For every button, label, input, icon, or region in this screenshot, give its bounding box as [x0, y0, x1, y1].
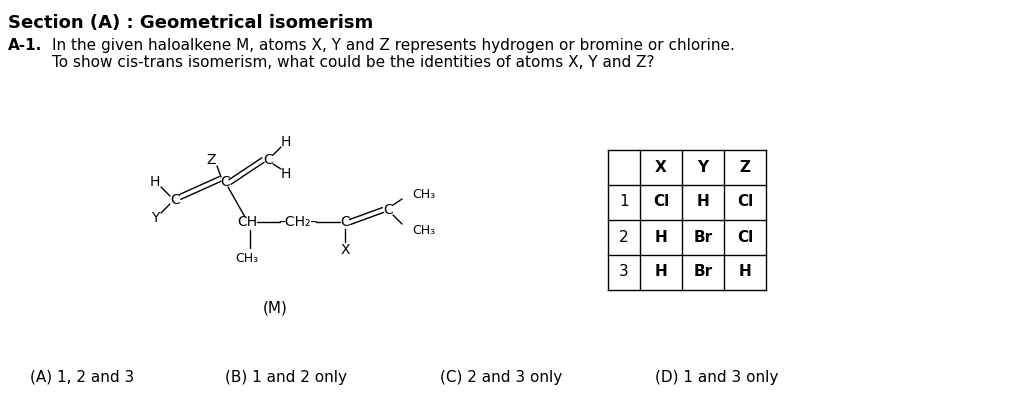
Text: 3: 3 — [620, 265, 629, 280]
Text: Cl: Cl — [737, 194, 753, 210]
Text: Section (A) : Geometrical isomerism: Section (A) : Geometrical isomerism — [8, 14, 374, 32]
Text: Cl: Cl — [737, 229, 753, 244]
Text: CH₃: CH₃ — [412, 187, 435, 200]
Text: H: H — [281, 167, 291, 181]
Text: 2: 2 — [620, 229, 629, 244]
Text: Y: Y — [697, 160, 709, 175]
Text: H: H — [696, 194, 710, 210]
Text: Z: Z — [739, 160, 751, 175]
Text: CH₃: CH₃ — [412, 223, 435, 236]
Text: (A) 1, 2 and 3: (A) 1, 2 and 3 — [30, 370, 134, 385]
Text: H: H — [654, 229, 668, 244]
Text: In the given haloalkene M, atoms X, Y and Z represents hydrogen or bromine or ch: In the given haloalkene M, atoms X, Y an… — [52, 38, 735, 53]
Text: H: H — [738, 265, 752, 280]
Text: Z: Z — [206, 153, 216, 167]
Text: (C) 2 and 3 only: (C) 2 and 3 only — [440, 370, 562, 385]
Text: –CH₂–: –CH₂– — [279, 215, 317, 229]
Text: C: C — [340, 215, 350, 229]
Text: To show cis-trans isomerism, what could be the identities of atoms X, Y and Z?: To show cis-trans isomerism, what could … — [52, 55, 654, 70]
Text: Cl: Cl — [653, 194, 669, 210]
Text: H: H — [281, 135, 291, 149]
Text: CH₃: CH₃ — [236, 252, 259, 265]
Text: Y: Y — [151, 211, 159, 225]
Text: C: C — [170, 193, 180, 207]
Text: X: X — [340, 243, 350, 257]
Text: A-1.: A-1. — [8, 38, 42, 53]
Text: (D) 1 and 3 only: (D) 1 and 3 only — [655, 370, 778, 385]
Text: (B) 1 and 2 only: (B) 1 and 2 only — [225, 370, 347, 385]
Text: 1: 1 — [620, 194, 629, 210]
Text: H: H — [150, 175, 160, 189]
Text: Br: Br — [693, 265, 713, 280]
Text: C: C — [263, 153, 272, 167]
Text: Br: Br — [693, 229, 713, 244]
Text: CH: CH — [237, 215, 257, 229]
Text: (M): (M) — [262, 301, 288, 316]
Text: X: X — [655, 160, 667, 175]
Text: H: H — [654, 265, 668, 280]
Text: C: C — [383, 203, 393, 217]
Text: C: C — [220, 175, 229, 189]
